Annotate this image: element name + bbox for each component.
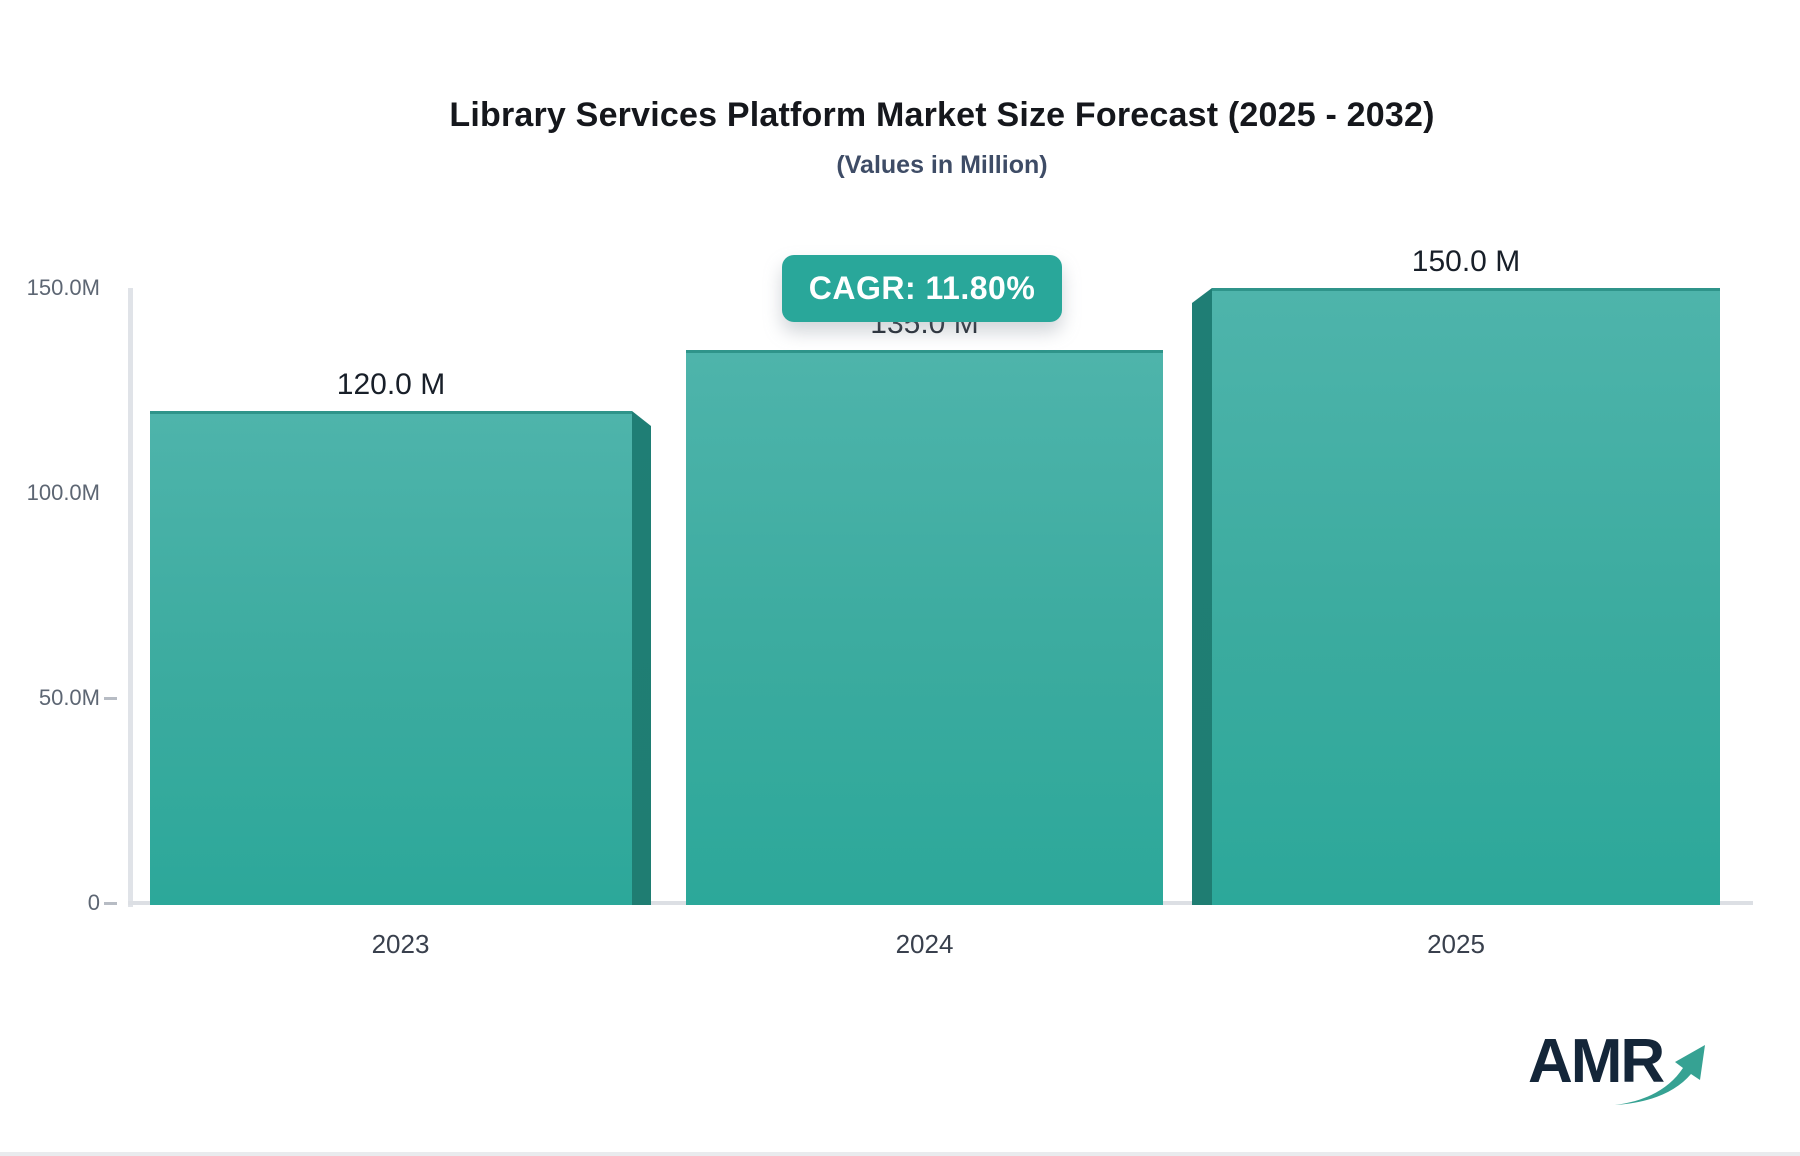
logo-text: AMR: [1528, 1027, 1665, 1096]
bar-side-face-2023: [632, 411, 651, 905]
y-axis-line: [128, 288, 133, 907]
bar-2023: [150, 411, 632, 905]
chart-subtitle: (Values in Million): [836, 151, 1048, 179]
chart-header: Library Services Platform Market Size Fo…: [131, 96, 1753, 180]
bar-value-label-2023: 120.0 M: [336, 368, 446, 401]
trend-up-arrow-icon: [1615, 1045, 1705, 1105]
x-axis-label-2024: 2024: [895, 929, 954, 959]
bar-side-face-2025: [1192, 288, 1212, 905]
amr-logo: AMR: [1528, 1027, 1728, 1112]
cagr-badge: CAGR: 11.80%: [782, 255, 1062, 322]
y-tick-label-100.0M: 100.0M: [26, 480, 100, 505]
y-tick-label-50.0M: 50.0M: [38, 685, 100, 710]
bar-2024: [686, 349, 1163, 905]
y-tick-mark: [104, 697, 117, 700]
y-tick-label-150.0M: 150.0M: [26, 275, 100, 300]
page-title: Library Services Platform Market Size Fo…: [449, 96, 1435, 134]
bar-2025: [1212, 288, 1720, 905]
y-tick-mark: [104, 902, 117, 905]
x-axis-label-2025: 2025: [1427, 929, 1485, 959]
y-tick-label-0: 0: [87, 890, 100, 915]
bar-value-label-2025: 150.0 M: [1411, 245, 1521, 278]
x-axis-label-2023: 2023: [371, 929, 430, 959]
